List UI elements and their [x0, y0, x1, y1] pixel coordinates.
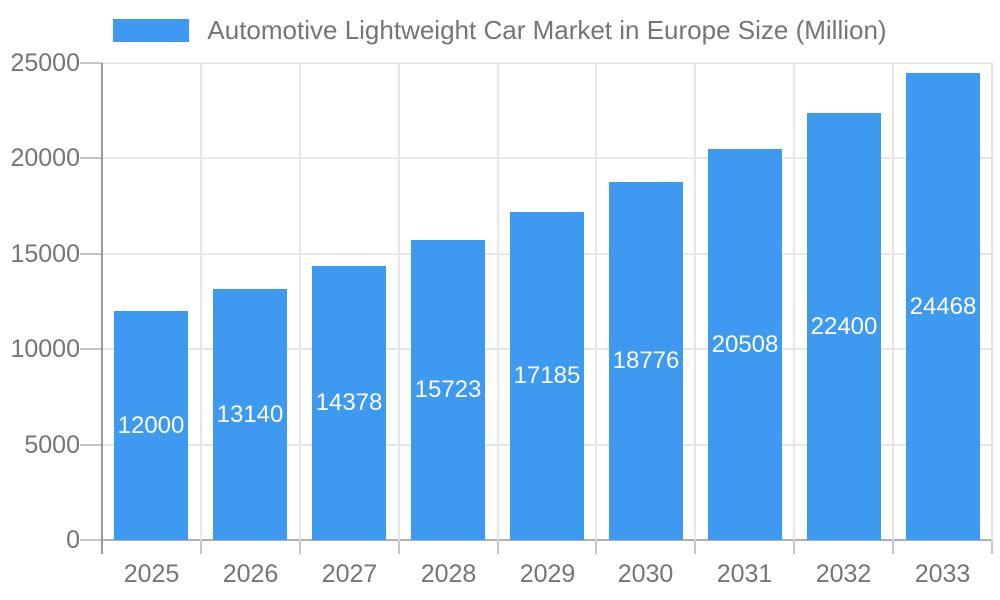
- bar-2027: 14378: [312, 266, 386, 540]
- x-axis-label: 2025: [123, 560, 180, 588]
- gridline-x-4: [497, 63, 499, 540]
- x-tick-mark: [793, 540, 795, 554]
- legend-label: Automotive Lightweight Car Market in Eur…: [207, 15, 887, 45]
- x-tick-mark: [299, 540, 301, 554]
- y-tick-mark: [80, 348, 102, 351]
- x-axis-label: 2032: [815, 560, 872, 588]
- bar-2032: 22400: [807, 113, 881, 540]
- y-tick-mark: [80, 443, 102, 446]
- bars-layer: 12000 13140 14378 15723 17185 18776 20508 22400…: [102, 63, 992, 540]
- bar-value-label: 12000: [117, 411, 185, 439]
- x-axis-label: 2033: [914, 560, 971, 588]
- x-axis-labels: 2025 2026 2027 2028 2029 2030 2031 2032 2033: [102, 554, 992, 594]
- plot-area: 12000 13140 14378 15723 17185 18776 20508 22400…: [80, 62, 993, 554]
- bar-value-label: 14378: [315, 389, 383, 416]
- legend-swatch: [113, 19, 190, 42]
- bar-value-label: 24468: [909, 292, 977, 320]
- y-axis-label: 25000: [10, 49, 80, 77]
- x-axis-label: 2028: [420, 560, 477, 588]
- y-tick-mark: [80, 539, 102, 541]
- y-tick-mark: [80, 252, 102, 255]
- x-axis-label: 2031: [716, 560, 773, 588]
- legend: Automotive Lightweight Car Market in Eur…: [0, 15, 1000, 46]
- bar-2033: 24468: [906, 73, 980, 540]
- bar-2031: 20508: [708, 149, 782, 540]
- bar-2029: 17185: [510, 212, 584, 540]
- bar-2030: 18776: [609, 182, 683, 540]
- x-axis-label: 2029: [519, 560, 576, 588]
- bar-value-label: 17185: [513, 362, 581, 389]
- y-tick-mark: [80, 62, 102, 64]
- y-axis-line: [101, 63, 103, 554]
- y-axis-label: 0: [66, 526, 80, 554]
- vertical-gridlines: [102, 63, 993, 540]
- gridline-y-25000: [102, 62, 992, 64]
- gridline-x-7: [793, 63, 795, 540]
- bar-value-label: 13140: [216, 400, 284, 428]
- bar-value-label: 15723: [414, 376, 482, 403]
- bar-2025: 12000: [114, 311, 188, 540]
- x-tick-mark: [694, 540, 696, 554]
- x-axis-label: 2026: [222, 560, 279, 588]
- x-tick-mark: [497, 540, 499, 554]
- x-axis-label: 2027: [321, 560, 378, 588]
- y-tick-mark: [80, 157, 102, 160]
- x-tick-mark: [595, 540, 597, 554]
- y-axis-labels: 0 5000 10000 15000 20000 25000: [0, 49, 80, 554]
- y-tick-marks: [80, 62, 992, 541]
- gridline-y-0: [102, 539, 992, 541]
- bar-2026: 13140: [213, 289, 287, 540]
- bar-value-label: 18776: [612, 347, 680, 374]
- gridline-y-20000: [102, 157, 992, 160]
- x-tick-mark: [892, 540, 894, 554]
- y-axis-label: 20000: [10, 144, 80, 173]
- x-axis-label: 2030: [617, 560, 674, 588]
- bar-value-label: 22400: [810, 312, 878, 340]
- y-axis-label: 10000: [10, 335, 80, 364]
- gridline-x-5: [595, 63, 597, 540]
- gridline-x-3: [398, 63, 400, 540]
- gridline-x-8: [892, 63, 894, 540]
- x-tick-mark: [398, 540, 400, 554]
- gridline-x-9: [991, 63, 993, 540]
- x-tick-mark: [200, 540, 202, 554]
- y-axis-label: 5000: [24, 430, 80, 459]
- bar-value-label: 20508: [711, 330, 779, 358]
- gridline-x-6: [694, 63, 696, 540]
- gridline-x-1: [200, 63, 202, 540]
- bar-2028: 15723: [411, 240, 485, 540]
- gridline-x-2: [299, 63, 301, 540]
- y-axis-label: 15000: [10, 239, 80, 268]
- x-tick-mark: [991, 540, 993, 554]
